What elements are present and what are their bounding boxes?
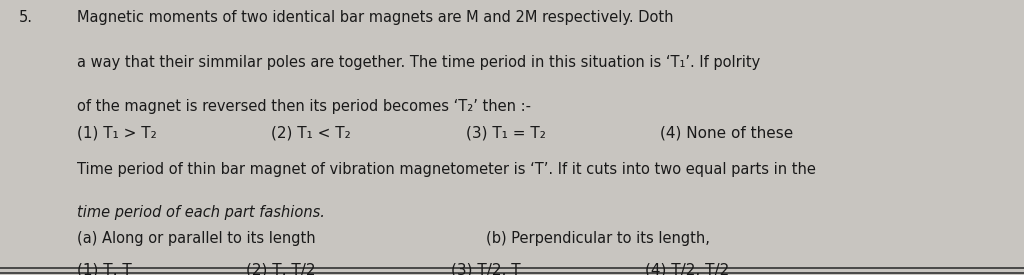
Text: time period of each part fashions.: time period of each part fashions. (77, 205, 325, 220)
Text: (3) T₁ = T₂: (3) T₁ = T₂ (466, 125, 546, 140)
Text: (1) T, T: (1) T, T (77, 263, 131, 275)
Text: of the magnet is reversed then its period becomes ‘T₂’ then :-: of the magnet is reversed then its perio… (77, 99, 530, 114)
Text: 5.: 5. (18, 10, 33, 25)
Text: (2) T, T/2: (2) T, T/2 (246, 263, 315, 275)
Text: a way that their simmilar poles are together. The time period in this situation : a way that their simmilar poles are toge… (77, 55, 760, 70)
Text: (4) None of these: (4) None of these (660, 125, 794, 140)
Text: (a) Along or parallel to its length: (a) Along or parallel to its length (77, 231, 315, 246)
Text: (b) Perpendicular to its length,: (b) Perpendicular to its length, (486, 231, 711, 246)
Text: (2) T₁ < T₂: (2) T₁ < T₂ (271, 125, 351, 140)
Text: (3) T/2, T: (3) T/2, T (451, 263, 520, 275)
Text: (4) T/2, T/2: (4) T/2, T/2 (645, 263, 729, 275)
Text: (1) T₁ > T₂: (1) T₁ > T₂ (77, 125, 157, 140)
Text: Time period of thin bar magnet of vibration magnetometer is ‘T’. If it cuts into: Time period of thin bar magnet of vibrat… (77, 162, 816, 177)
Text: Magnetic moments of two identical bar magnets are M and 2M respectively. Doth: Magnetic moments of two identical bar ma… (77, 10, 674, 25)
